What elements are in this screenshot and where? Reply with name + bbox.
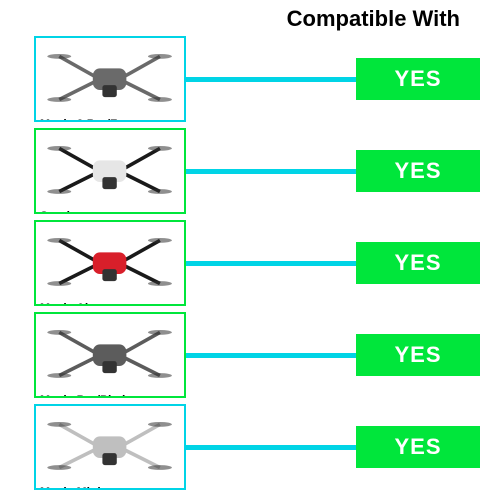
product-thumb: Spark bbox=[34, 128, 186, 214]
connector-line bbox=[186, 261, 356, 266]
compatibility-list: Mavic 2 Pro/ZoomYES SparkYES M bbox=[34, 36, 480, 490]
status-badge: YES bbox=[356, 334, 480, 376]
status-badge: YES bbox=[356, 242, 480, 284]
drone-icon bbox=[36, 222, 184, 302]
compat-row: Mavic 2 Pro/Zoom YES bbox=[34, 36, 480, 122]
compat-row: Mavic Air YES bbox=[34, 220, 480, 306]
product-thumb: Mavic Pro/Platinum bbox=[34, 312, 186, 398]
connector-line bbox=[186, 169, 356, 174]
page-title: Compatible With bbox=[287, 6, 460, 32]
drone-icon bbox=[36, 406, 184, 486]
connector-line bbox=[186, 445, 356, 450]
compat-row: Mavic Mini YES bbox=[34, 404, 480, 490]
connector-line bbox=[186, 353, 356, 358]
status-badge: YES bbox=[356, 150, 480, 192]
status-badge: YES bbox=[356, 58, 480, 100]
product-label: Mavic 2 Pro/Zoom bbox=[36, 118, 184, 122]
product-label: Mavic Air bbox=[36, 302, 184, 306]
product-thumb: Mavic 2 Pro/Zoom bbox=[34, 36, 186, 122]
connector-line bbox=[186, 77, 356, 82]
drone-icon bbox=[36, 38, 184, 118]
drone-icon bbox=[36, 130, 184, 210]
status-badge: YES bbox=[356, 426, 480, 468]
compat-row: Mavic Pro/Platinum YES bbox=[34, 312, 480, 398]
product-label: Spark bbox=[36, 210, 184, 214]
compat-row: Spark YES bbox=[34, 128, 480, 214]
product-thumb: Mavic Mini bbox=[34, 404, 186, 490]
product-thumb: Mavic Air bbox=[34, 220, 186, 306]
drone-icon bbox=[36, 314, 184, 394]
product-label: Mavic Mini bbox=[36, 486, 184, 490]
product-label: Mavic Pro/Platinum bbox=[36, 394, 184, 398]
